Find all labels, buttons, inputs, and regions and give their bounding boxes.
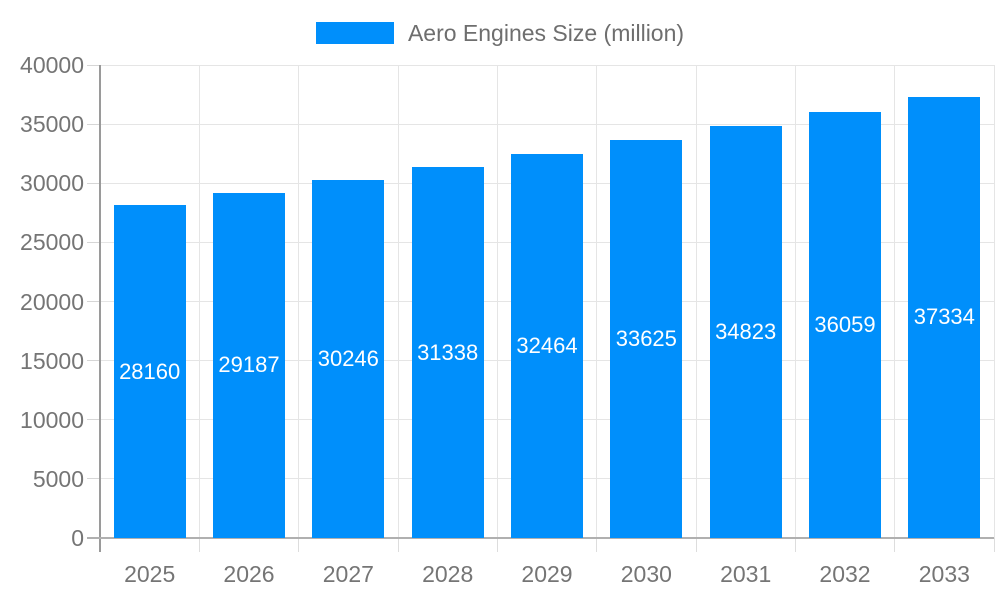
- x-gridline: [596, 65, 598, 538]
- bar-value-label: 36059: [814, 311, 876, 337]
- x-axis-tick: [794, 538, 796, 552]
- x-axis-tick-label: 2031: [720, 561, 772, 587]
- y-axis-tick-label: 0: [71, 525, 84, 551]
- x-gridline: [695, 65, 697, 538]
- x-axis-line: [87, 537, 994, 539]
- x-axis-tick-label: 2028: [422, 561, 474, 587]
- y-axis-tick: [87, 64, 100, 66]
- bar-value-label: 33625: [615, 326, 677, 352]
- x-axis-tick: [695, 538, 697, 552]
- bar-value-label: 32464: [516, 333, 578, 359]
- y-axis-tick: [87, 241, 100, 243]
- y-axis-tick-label: 25000: [20, 229, 84, 256]
- bar-value-label: 29187: [218, 352, 280, 378]
- bar-2032: [809, 111, 881, 538]
- legend-item[interactable]: Aero Engines Size (million): [0, 14, 1000, 52]
- x-axis-tick: [198, 538, 200, 552]
- x-gridline: [794, 65, 796, 538]
- x-gridline: [397, 65, 399, 538]
- x-axis-tick: [397, 538, 399, 552]
- y-axis-tick: [87, 182, 100, 184]
- y-axis-tick-label: 10000: [20, 406, 84, 433]
- y-axis-tick-label: 20000: [20, 288, 84, 315]
- y-axis-tick: [87, 301, 100, 302]
- y-axis-tick-label: 5000: [32, 465, 84, 492]
- x-axis-tick: [496, 538, 498, 552]
- bar-2030: [610, 140, 683, 538]
- y-axis-tick: [87, 360, 100, 362]
- x-axis-tick-label: 2030: [620, 561, 672, 587]
- x-gridline: [198, 65, 200, 538]
- bar-value-label: 37334: [913, 304, 975, 330]
- y-axis-tick-label: 40000: [20, 52, 84, 78]
- y-gridline: [100, 64, 994, 66]
- x-axis-tick: [596, 538, 598, 552]
- y-gridline: [100, 123, 994, 125]
- x-axis-tick-label: 2026: [223, 561, 275, 587]
- bar-value-label: 34823: [715, 319, 777, 345]
- x-axis-tick-label: 2027: [322, 561, 374, 587]
- x-axis-tick: [894, 538, 896, 552]
- bar-2029: [511, 154, 583, 538]
- y-axis-tick: [87, 419, 100, 421]
- y-axis-line: [99, 65, 101, 552]
- x-gridline: [298, 65, 300, 538]
- x-gridline: [993, 65, 995, 538]
- y-axis-tick-label: 30000: [20, 170, 84, 197]
- x-axis-tick-label: 2025: [124, 561, 176, 587]
- x-axis-tick-label: 2029: [521, 561, 573, 587]
- bar-2033: [908, 96, 981, 538]
- x-gridline: [894, 65, 896, 538]
- legend-swatch: [315, 22, 394, 44]
- bar-2027: [312, 180, 385, 538]
- x-axis-tick-label: 2032: [819, 561, 871, 587]
- bar-2031: [709, 126, 782, 538]
- y-axis-tick-label: 35000: [20, 111, 84, 138]
- legend-label: Aero Engines Size (million): [407, 19, 685, 46]
- x-axis-tick: [298, 538, 300, 552]
- y-axis-tick: [87, 123, 100, 125]
- bar-value-label: 31338: [417, 339, 479, 365]
- x-axis-tick-label: 2033: [918, 561, 970, 587]
- y-axis-tick-label: 15000: [20, 347, 84, 374]
- bar-value-label: 30246: [317, 346, 379, 372]
- bar-2025: [113, 205, 186, 538]
- bar-value-label: 28160: [119, 358, 181, 384]
- y-axis-tick: [87, 478, 100, 480]
- bar-2026: [213, 192, 285, 538]
- x-axis-tick: [993, 538, 995, 552]
- x-gridline: [496, 65, 498, 538]
- bar-2028: [411, 167, 484, 538]
